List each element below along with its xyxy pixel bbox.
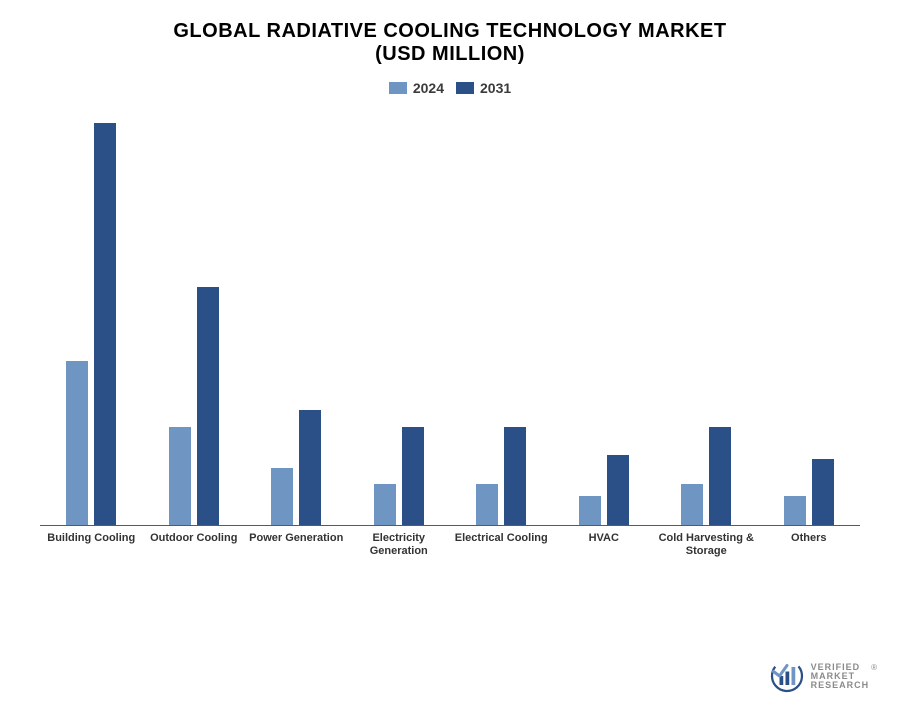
bar-2024: [374, 484, 396, 525]
bar-2031: [607, 455, 629, 525]
bar-2031: [94, 123, 116, 525]
bar-2024: [169, 427, 191, 525]
bar-2031: [402, 427, 424, 525]
chart-container: GLOBAL RADIATIVE COOLING TECHNOLOGY MARK…: [40, 20, 860, 572]
chart-title: GLOBAL RADIATIVE COOLING TECHNOLOGY MARK…: [40, 20, 860, 66]
legend-item-2024: 2024: [389, 80, 444, 96]
legend: 2024 2031: [40, 80, 860, 96]
chart-title-line2: (USD MILLION): [40, 43, 860, 66]
x-axis-label: Electricity Generation: [348, 532, 451, 557]
bar-2031: [197, 287, 219, 525]
plot-area: [40, 116, 860, 526]
x-axis-labels: Building CoolingOutdoor CoolingPower Gen…: [40, 532, 860, 572]
bar-2024: [579, 496, 601, 525]
bar-2024: [66, 361, 88, 525]
x-axis-label: Electrical Cooling: [450, 532, 553, 545]
x-axis-label: Outdoor Cooling: [143, 532, 246, 545]
legend-swatch-2031: [456, 82, 474, 94]
legend-label-2031: 2031: [480, 80, 511, 96]
watermark-logo: VERIFIED MARKET RESEARCH ®: [769, 658, 877, 694]
logo-text-wrap: VERIFIED MARKET RESEARCH ®: [811, 663, 877, 690]
bar-group: [681, 427, 731, 525]
bar-group: [271, 410, 321, 525]
logo-line3: RESEARCH: [811, 681, 870, 690]
chart-title-line1: GLOBAL RADIATIVE COOLING TECHNOLOGY MARK…: [40, 20, 860, 43]
bar-group: [374, 427, 424, 525]
bar-2024: [476, 484, 498, 525]
legend-swatch-2024: [389, 82, 407, 94]
bar-group: [579, 455, 629, 525]
bar-2024: [271, 468, 293, 525]
x-axis-label: Cold Harvesting & Storage: [655, 532, 758, 557]
bar-group: [66, 123, 116, 525]
bar-2024: [681, 484, 703, 525]
logo-text: VERIFIED MARKET RESEARCH: [811, 663, 870, 690]
bar-group: [784, 459, 834, 525]
x-axis-label: Power Generation: [245, 532, 348, 545]
legend-label-2024: 2024: [413, 80, 444, 96]
logo-registered: ®: [871, 663, 877, 672]
bar-2031: [299, 410, 321, 525]
legend-item-2031: 2031: [456, 80, 511, 96]
x-axis-label: Building Cooling: [40, 532, 143, 545]
bar-group: [476, 427, 526, 525]
bar-2024: [784, 496, 806, 525]
bar-group: [169, 287, 219, 525]
bar-2031: [504, 427, 526, 525]
x-axis-label: Others: [758, 532, 861, 545]
logo-icon: [769, 658, 805, 694]
x-axis-label: HVAC: [553, 532, 656, 545]
bar-2031: [812, 459, 834, 525]
bar-2031: [709, 427, 731, 525]
